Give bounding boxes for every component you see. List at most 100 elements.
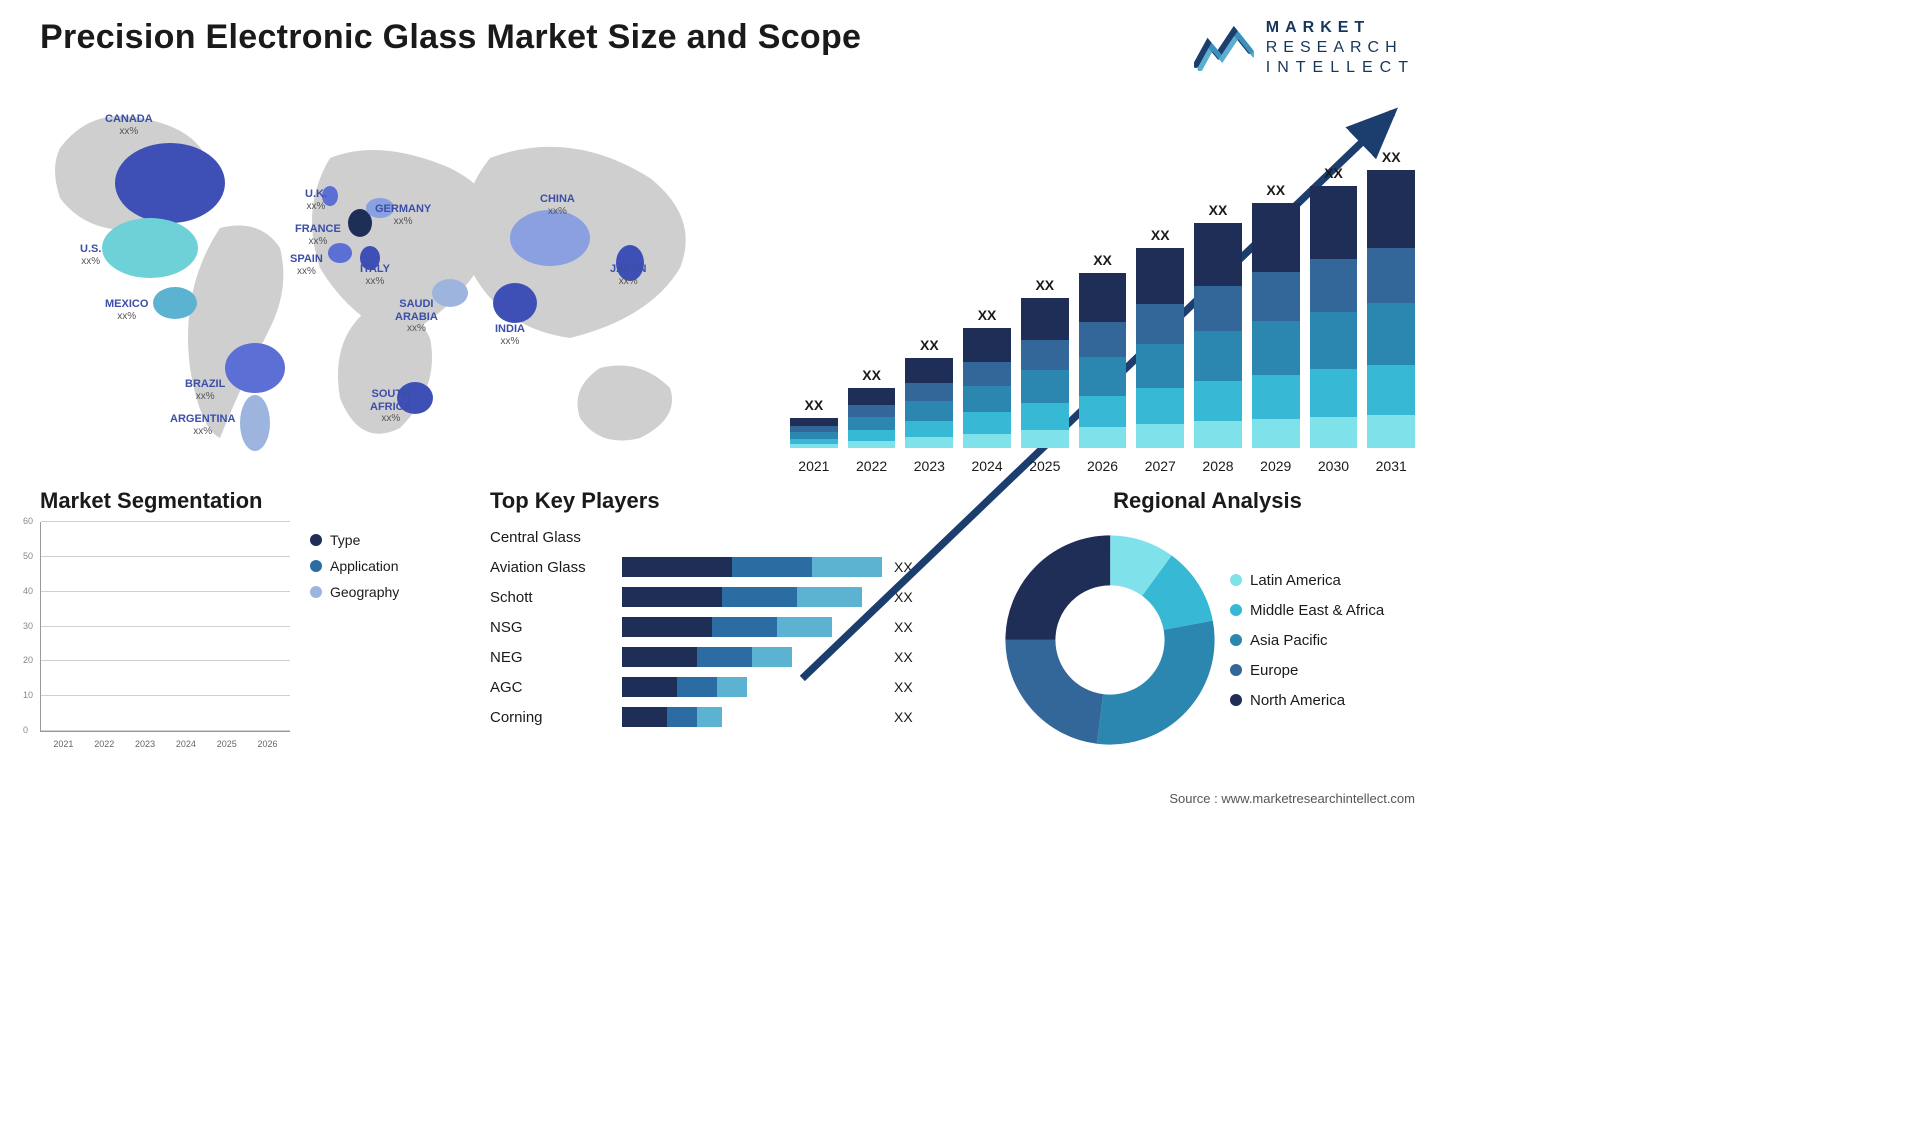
segmentation-panel: Market Segmentation 20212022202320242025… [40,488,460,758]
growth-bar-2023: XX [905,337,953,448]
regional-legend-item: North America [1230,692,1384,709]
player-row-schott: Schott XX [490,582,970,612]
growth-bar-value: XX [978,307,997,323]
growth-x-label: 2024 [963,458,1011,474]
map-label-germany: GERMANYxx% [375,203,431,227]
growth-bar-2024: XX [963,307,1011,448]
player-value: XX [894,649,913,665]
map-label-france: FRANCExx% [295,223,341,247]
growth-bar-value: XX [805,397,824,413]
growth-chart: XXXXXXXXXXXXXXXXXXXXXX 20212022202320242… [770,88,1415,478]
player-name: Corning [490,709,610,726]
player-bar [622,617,882,637]
player-value: XX [894,589,913,605]
map-label-u-k-: U.K.xx% [305,188,327,212]
player-name: Aviation Glass [490,559,610,576]
player-value: XX [894,709,913,725]
player-value: XX [894,559,913,575]
growth-x-label: 2025 [1021,458,1069,474]
growth-x-label: 2022 [848,458,896,474]
growth-bar-2026: XX [1079,252,1127,448]
seg-legend-item: Type [310,532,399,548]
seg-gridline: 50 [41,556,290,557]
map-label-spain: SPAINxx% [290,253,323,277]
seg-legend-item: Geography [310,584,399,600]
seg-x-label: 2022 [88,739,121,749]
regional-legend-item: Latin America [1230,572,1384,589]
player-row-corning: Corning XX [490,702,970,732]
brand-line-3: INTELLECT [1266,58,1415,78]
segmentation-chart: 202120222023202420252026 0102030405060 [40,522,290,732]
seg-legend-item: Application [310,558,399,574]
growth-bar-2028: XX [1194,202,1242,448]
regional-legend-item: Europe [1230,662,1384,679]
growth-bar-value: XX [1151,227,1170,243]
seg-gridline: 20 [41,660,290,661]
seg-x-label: 2026 [251,739,284,749]
seg-x-label: 2023 [129,739,162,749]
regional-panel: Regional Analysis Latin America Middle Ea… [1000,488,1415,758]
map-label-china: CHINAxx% [540,193,575,217]
brand-line-1: MARKET [1266,18,1415,38]
seg-gridline: 30 [41,626,290,627]
player-name: Central Glass [490,529,610,546]
seg-gridline: 10 [41,695,290,696]
map-label-saudi-arabia: SAUDIARABIAxx% [395,298,438,335]
player-name: NEG [490,649,610,666]
seg-gridline: 40 [41,591,290,592]
growth-bar-2030: XX [1310,165,1358,448]
seg-x-label: 2025 [210,739,243,749]
player-name: Schott [490,589,610,606]
map-label-canada: CANADAxx% [105,113,153,137]
regional-donut [1000,535,1220,745]
player-value: XX [894,679,913,695]
regional-title: Regional Analysis [1000,488,1415,514]
map-label-india: INDIAxx% [495,323,525,347]
player-row-nsg: NSGXX [490,612,970,642]
growth-bar-value: XX [1266,182,1285,198]
seg-x-label: 2024 [169,739,202,749]
growth-bar-2022: XX [848,367,896,448]
map-label-u-s-: U.S.xx% [80,243,101,267]
map-label-argentina: ARGENTINAxx% [170,413,235,437]
growth-bar-value: XX [1035,277,1054,293]
growth-x-label: 2029 [1252,458,1300,474]
source-text: Source : www.marketresearchintellect.com [1169,791,1415,806]
regional-legend-item: Middle East & Africa [1230,602,1384,619]
player-bar [622,647,882,667]
map-label-japan: JAPANxx% [610,263,646,287]
player-name: NSG [490,619,610,636]
map-label-italy: ITALYxx% [360,263,390,287]
growth-x-label: 2031 [1367,458,1415,474]
brand-mark-icon [1194,25,1254,71]
donut-slice-north-america [1030,560,1189,719]
growth-x-label: 2026 [1079,458,1127,474]
growth-bar-2027: XX [1136,227,1184,448]
growth-bar-2025: XX [1021,277,1069,448]
growth-bar-value: XX [1093,252,1112,268]
growth-bar-value: XX [1382,149,1401,165]
segmentation-legend: Type Application Geography [310,522,399,732]
player-bar [622,587,882,607]
segmentation-title: Market Segmentation [40,488,460,514]
player-row-central-glass: Central Glass [490,522,970,552]
growth-bar-value: XX [920,337,939,353]
growth-x-label: 2027 [1136,458,1184,474]
growth-bar-2021: XX [790,397,838,448]
player-name: AGC [490,679,610,696]
regional-legend: Latin America Middle East & Africa Asia Pa… [1230,559,1384,722]
player-bar [622,677,882,697]
growth-bar-value: XX [1209,202,1228,218]
map-label-brazil: BRAZILxx% [185,378,225,402]
brand-line-2: RESEARCH [1266,38,1415,58]
player-bar [622,707,882,727]
page-title: Precision Electronic Glass Market Size a… [40,18,861,57]
growth-bar-2029: XX [1252,182,1300,448]
player-bar [622,527,882,547]
player-bar [622,557,882,577]
growth-bar-value: XX [1324,165,1343,181]
growth-x-label: 2028 [1194,458,1242,474]
world-map: CANADAxx%U.S.xx%MEXICOxx%BRAZILxx%ARGENT… [40,88,740,478]
regional-legend-item: Asia Pacific [1230,632,1384,649]
brand-logo: MARKET RESEARCH INTELLECT [1194,18,1415,78]
